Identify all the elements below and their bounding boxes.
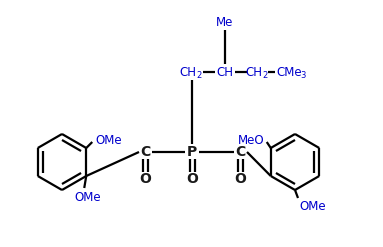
Text: OMe: OMe	[95, 133, 121, 146]
Text: 3: 3	[300, 70, 306, 80]
Text: P: P	[187, 145, 197, 159]
Text: OMe: OMe	[300, 200, 326, 212]
Text: O: O	[234, 172, 246, 186]
Text: MeO: MeO	[237, 133, 264, 146]
Text: 2: 2	[196, 70, 201, 80]
Text: CH: CH	[180, 65, 196, 79]
Text: CMe: CMe	[276, 65, 302, 79]
Text: CH: CH	[246, 65, 262, 79]
Text: O: O	[139, 172, 151, 186]
Text: C: C	[140, 145, 150, 159]
Text: OMe: OMe	[74, 190, 101, 204]
Text: 2: 2	[262, 70, 268, 80]
Text: Me: Me	[216, 16, 234, 28]
Text: O: O	[186, 172, 198, 186]
Text: C: C	[235, 145, 245, 159]
Text: CH: CH	[216, 65, 234, 79]
